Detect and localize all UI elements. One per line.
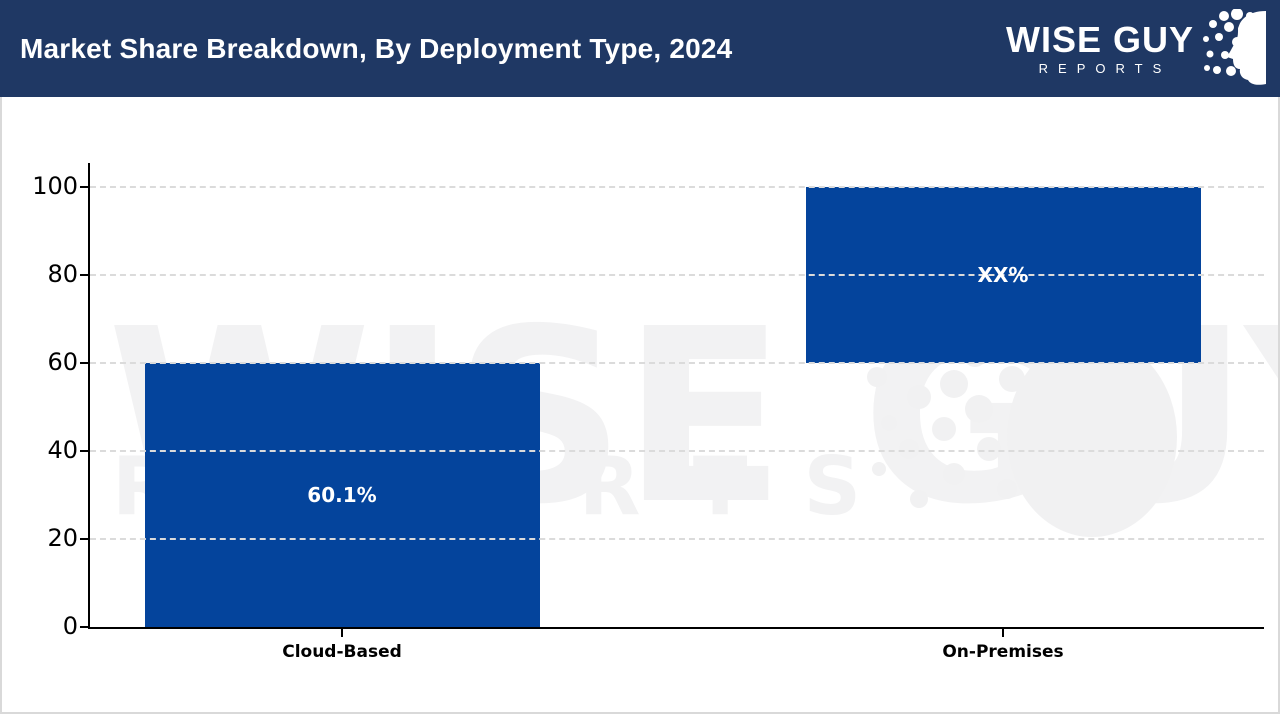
watermark-face-dots	[857, 327, 1177, 571]
bar-cloud-based	[144, 362, 540, 627]
face-profile-logo-icon	[1196, 7, 1266, 89]
brand-subname: REPORTS	[1038, 61, 1172, 76]
y-tick-0	[80, 626, 89, 628]
x-tick-0	[341, 629, 343, 637]
y-tick-label-60: 60	[47, 348, 78, 376]
gridline-20	[90, 538, 1264, 540]
y-tick-label-80: 80	[47, 260, 78, 288]
bar-value-label-1: XX%	[977, 262, 1029, 287]
y-tick-40	[80, 450, 89, 452]
gridline-100	[90, 186, 1264, 188]
x-axis-line	[90, 627, 1264, 629]
brand-name: WISE GUY	[1005, 19, 1194, 60]
y-tick-label-20: 20	[47, 524, 78, 552]
header-bar: Market Share Breakdown, By Deployment Ty…	[0, 0, 1280, 97]
y-axis-line	[88, 163, 90, 629]
bar-value-label-0: 60.1%	[307, 482, 377, 507]
x-category-label-1: On-Premises	[942, 642, 1064, 662]
y-tick-60	[80, 362, 89, 364]
gridline-80	[90, 274, 1264, 276]
y-tick-label-0: 0	[62, 612, 78, 640]
page-title: Market Share Breakdown, By Deployment Ty…	[20, 32, 733, 64]
y-tick-20	[80, 538, 89, 540]
y-tick-80	[80, 274, 89, 276]
brand-logo: WISE GUY REPORTS	[1005, 7, 1266, 89]
chart-area: WISE GUY REPORTS 02040608010060.1%XX%Clo…	[0, 97, 1280, 714]
gridline-60	[90, 362, 1264, 364]
brand-logo-text: WISE GUY REPORTS	[1005, 19, 1194, 76]
y-tick-100	[80, 186, 89, 188]
y-tick-label-100: 100	[32, 172, 78, 200]
x-category-label-0: Cloud-Based	[282, 642, 402, 662]
gridline-40	[90, 450, 1264, 452]
x-tick-1	[1002, 629, 1004, 637]
y-tick-label-40: 40	[47, 436, 78, 464]
